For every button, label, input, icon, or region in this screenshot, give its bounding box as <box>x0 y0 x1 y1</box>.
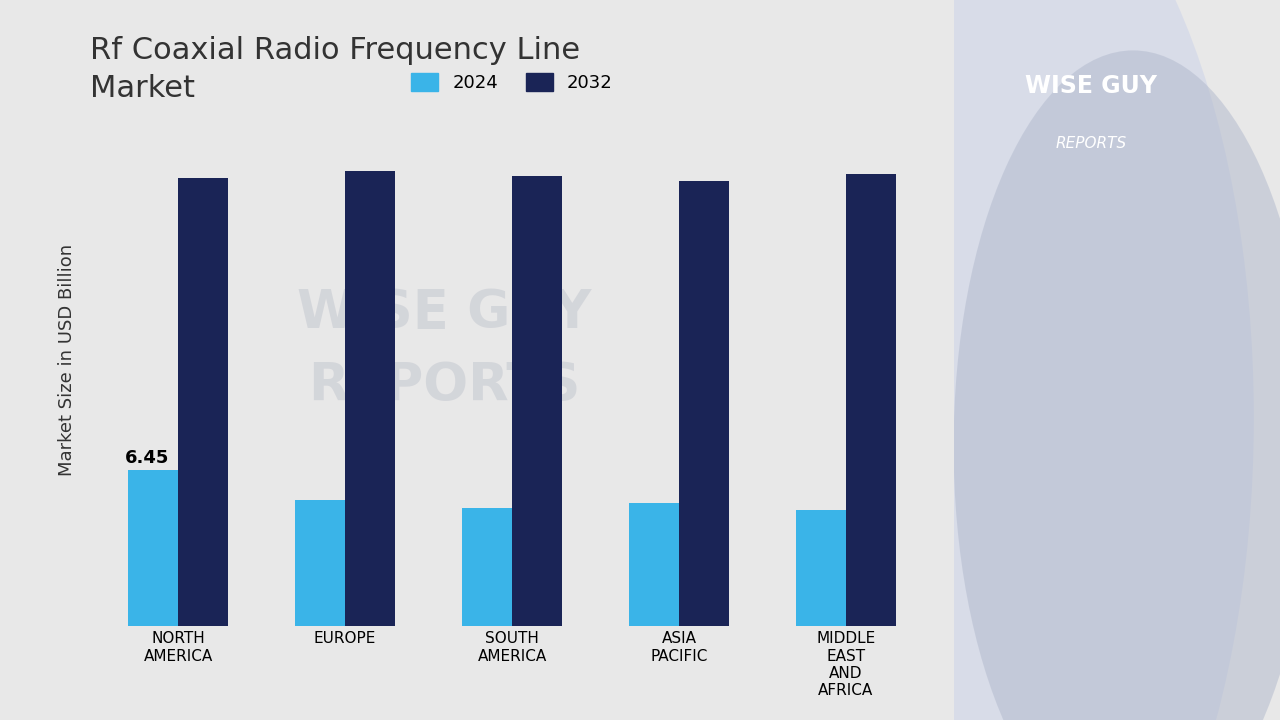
Bar <box>462 508 512 626</box>
Bar <box>178 179 228 626</box>
Bar <box>628 503 678 626</box>
Bar <box>128 470 178 626</box>
Bar <box>346 171 396 626</box>
Bar <box>512 176 562 626</box>
Circle shape <box>718 0 1254 720</box>
Legend: 2024, 2032: 2024, 2032 <box>404 66 620 99</box>
Bar <box>846 174 896 626</box>
Circle shape <box>954 50 1280 720</box>
Bar <box>678 181 730 626</box>
Text: Rf Coaxial Radio Frequency Line
Market: Rf Coaxial Radio Frequency Line Market <box>90 36 580 103</box>
Text: REPORTS: REPORTS <box>1055 137 1126 151</box>
Y-axis label: Market Size in USD Billion: Market Size in USD Billion <box>58 244 76 476</box>
Text: WISE GUY: WISE GUY <box>1025 74 1157 99</box>
Bar <box>796 510 846 626</box>
Text: 6.45: 6.45 <box>124 449 169 467</box>
Text: WISE GUY
REPORTS: WISE GUY REPORTS <box>297 287 591 412</box>
Bar <box>294 500 346 626</box>
